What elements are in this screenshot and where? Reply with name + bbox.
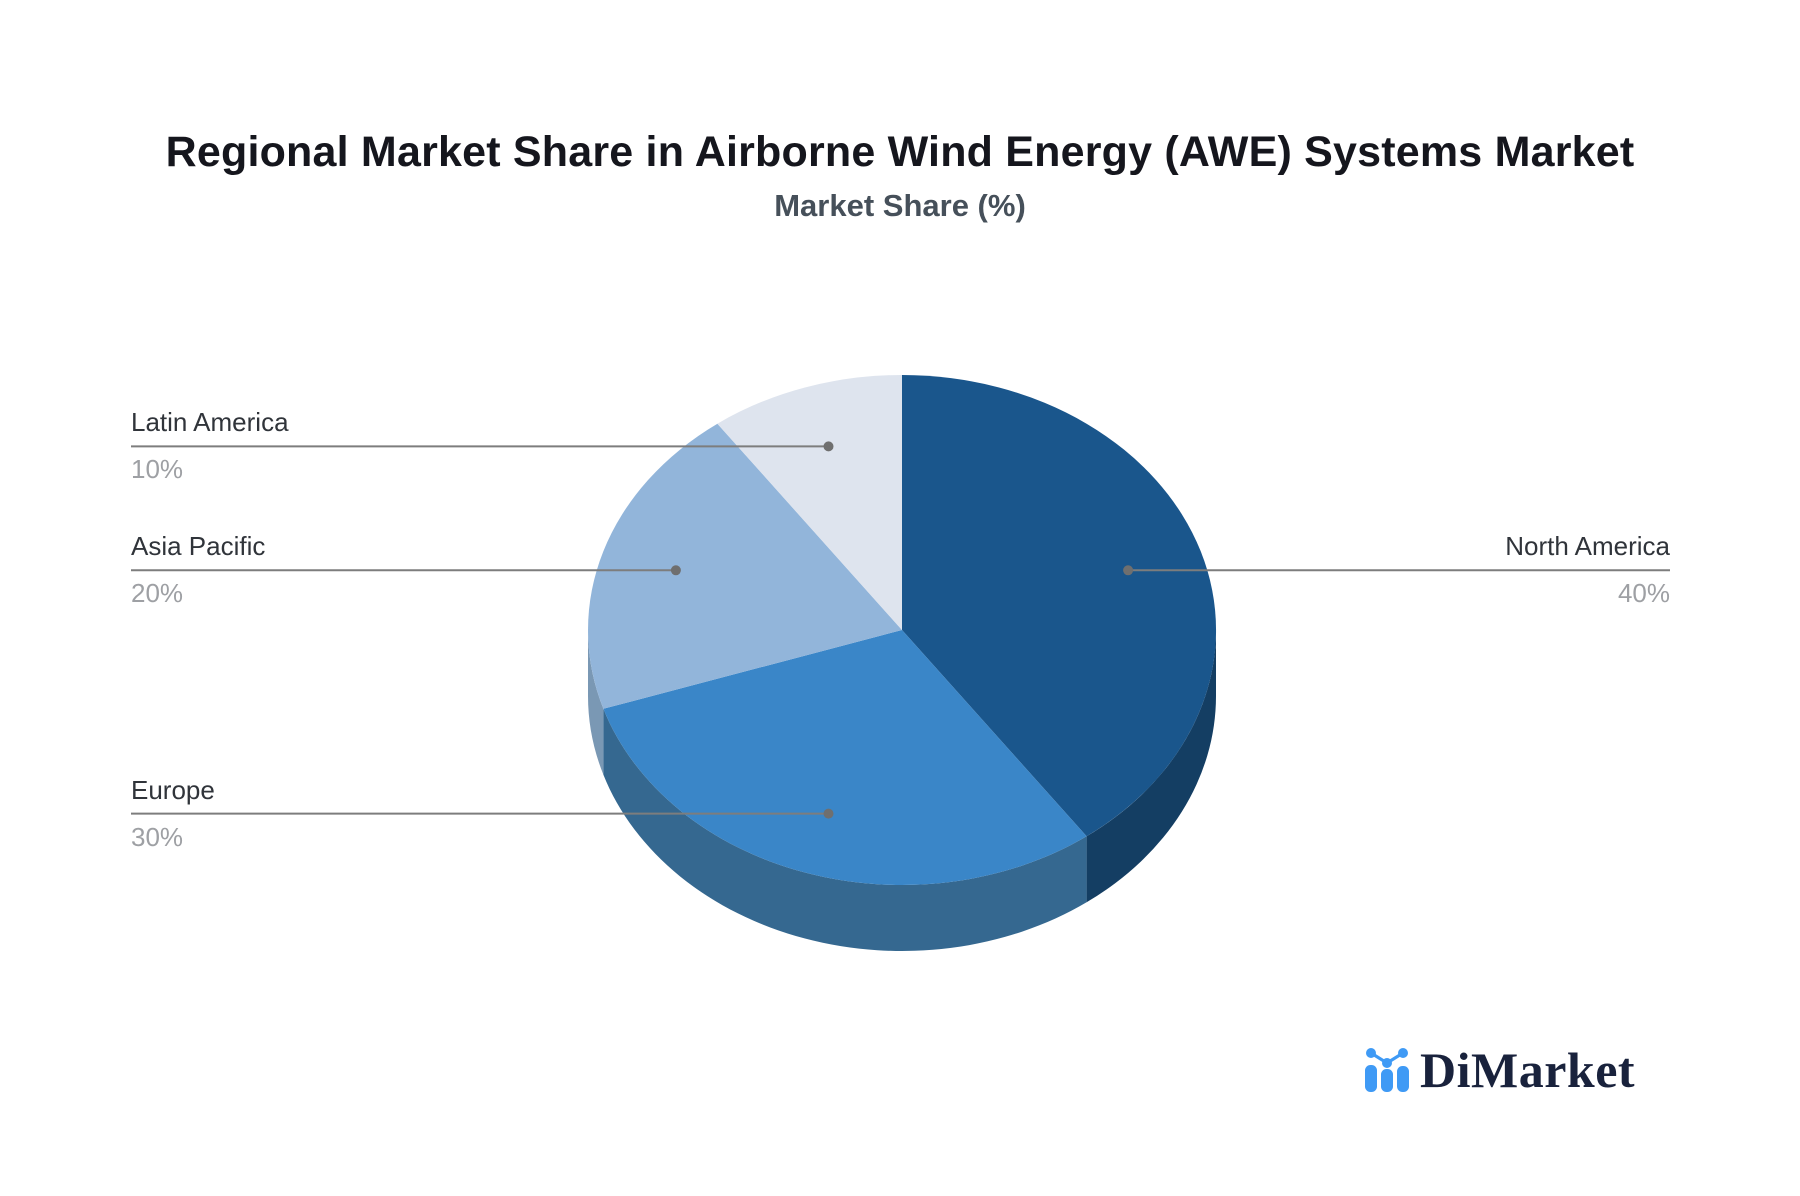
slice-value-asia-pacific: 20%	[131, 578, 184, 609]
slice-label-asia-pacific: Asia Pacific	[131, 531, 266, 562]
pie-slice-asia-pacific[interactable]	[588, 423, 902, 709]
logo-text: DiMarket	[1420, 1042, 1636, 1098]
leader-dot-latin-america	[823, 441, 834, 452]
pie-slice-latin-america[interactable]	[717, 375, 902, 630]
chart-subtitle: Market Share (%)	[774, 188, 1026, 223]
logo-chart-icon	[1365, 1048, 1409, 1092]
pie-side-europe	[603, 708, 1087, 952]
slice-value-europe: 30%	[131, 821, 184, 852]
dimarket-logo: DiMarket	[1360, 1040, 1680, 1110]
slice-value-north-america: 40%	[1617, 578, 1670, 609]
pie-slice-north-america[interactable]	[902, 375, 1217, 837]
pie-side-asia-pacific	[588, 630, 604, 775]
slice-label-latin-america: Latin America	[131, 407, 289, 438]
slice-label-europe: Europe	[131, 774, 215, 805]
pie-side-north-america	[1086, 630, 1216, 903]
slice-label-north-america: North America	[1505, 531, 1670, 562]
pie-slice-europe[interactable]	[603, 630, 1087, 886]
chart-title: Regional Market Share in Airborne Wind E…	[165, 128, 1635, 176]
leader-dot-europe	[823, 808, 834, 819]
slice-value-latin-america: 10%	[131, 454, 184, 485]
leader-dot-north-america	[1123, 565, 1134, 576]
leader-dot-asia-pacific	[670, 565, 681, 576]
